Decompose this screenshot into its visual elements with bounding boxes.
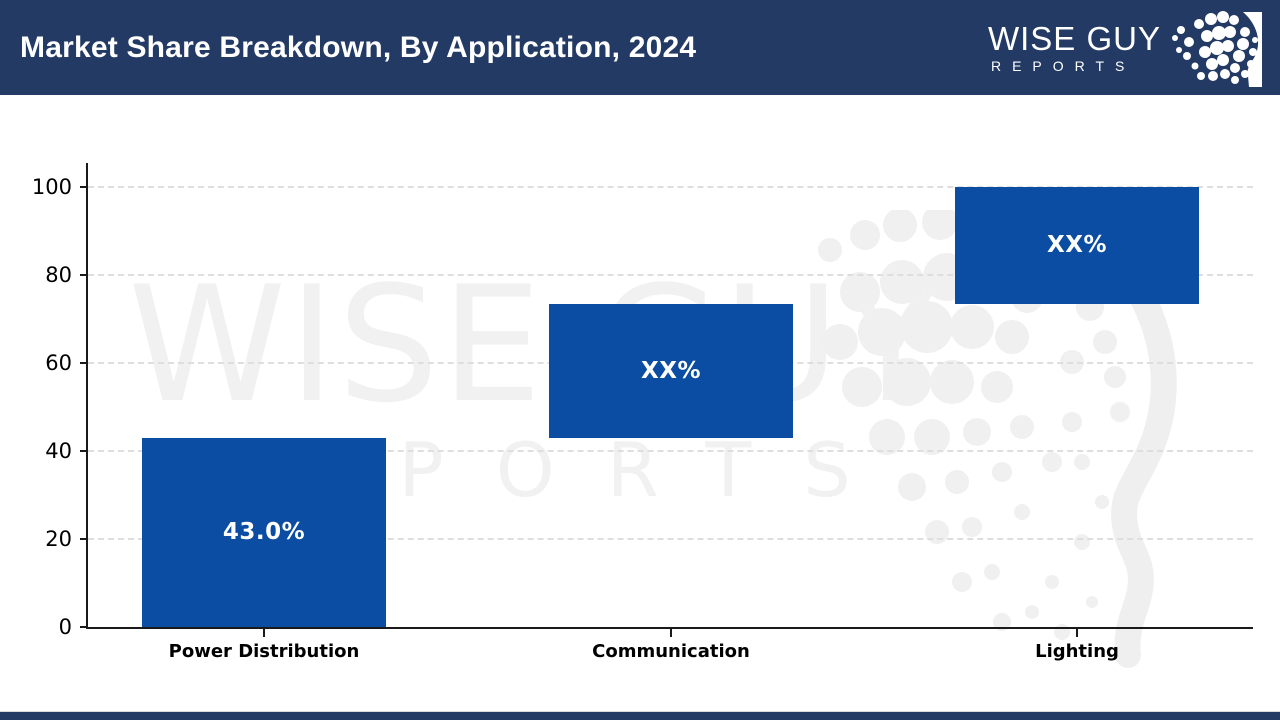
bar-power-distribution: 43.0% (142, 437, 386, 627)
wise-guy-logo: WISE GUY REPORTS (988, 8, 1262, 88)
x-axis-line (86, 627, 1253, 629)
x-axis-label: Communication (592, 641, 750, 662)
y-axis-tick (80, 274, 88, 276)
logo-wordmark-line2: REPORTS (990, 58, 1136, 74)
y-tick-label: 20 (45, 527, 72, 551)
gridline (88, 450, 1253, 452)
bar-value-label: 43.0% (222, 519, 306, 546)
x-axis-tick (670, 629, 672, 637)
bar-communication: XX% (549, 303, 793, 438)
logo-wordmark-line1: WISE GUY (987, 20, 1161, 57)
gridline (88, 274, 1253, 276)
y-tick-label: 40 (45, 439, 72, 463)
footer-bar (0, 712, 1280, 720)
y-axis-tick (80, 186, 88, 188)
y-tick-label: 0 (58, 615, 72, 639)
y-tick-label: 60 (45, 351, 72, 375)
header-bar: Market Share Breakdown, By Application, … (0, 0, 1280, 95)
x-axis-label: Power Distribution (168, 641, 360, 662)
gridline (88, 186, 1253, 188)
y-axis-tick (80, 450, 88, 452)
y-axis-tick (80, 362, 88, 364)
y-tick-label: 100 (31, 175, 72, 199)
y-axis-tick (80, 626, 88, 628)
bar-lighting: XX% (955, 187, 1199, 304)
bar-value-label: XX% (1046, 232, 1107, 259)
gridline (88, 538, 1253, 540)
y-axis-tick (80, 538, 88, 540)
bar-value-label: XX% (640, 357, 701, 384)
logo-face-icon (1172, 10, 1262, 87)
watermark-wordmark: WISE GUY (128, 251, 942, 438)
y-axis-line (86, 163, 88, 629)
x-axis-tick (263, 629, 265, 637)
x-axis-label: Lighting (1035, 641, 1119, 662)
x-axis-tick (1076, 629, 1078, 637)
chart-title: Market Share Breakdown, By Application, … (20, 30, 697, 64)
chart-area: WISE GUY REPORTS 0 20 40 60 80 100 43.0% XX% XX%… (0, 95, 1280, 712)
logo-wordmark: WISE GUY REPORTS (988, 22, 1161, 73)
y-tick-label: 80 (45, 263, 72, 287)
